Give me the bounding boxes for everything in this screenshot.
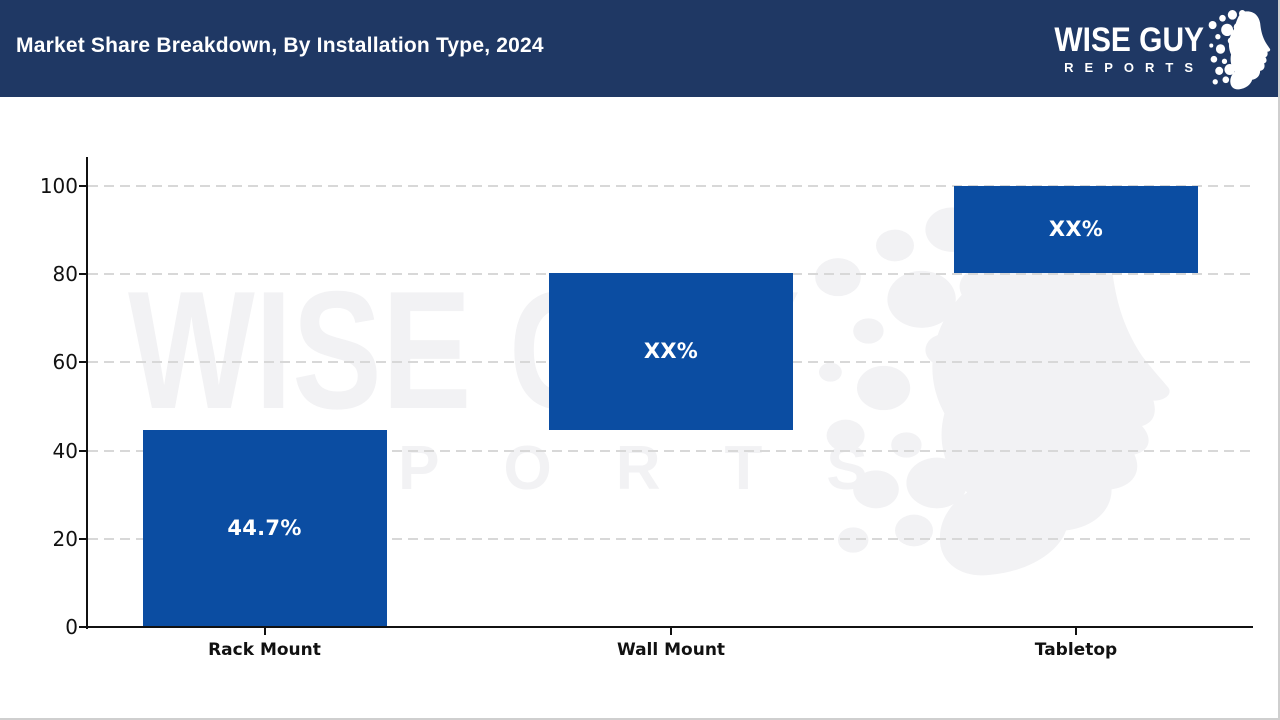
gridline-40 xyxy=(88,449,1253,452)
bar-value-label: 44.7% xyxy=(227,516,302,541)
y-tick-label-20: 20 xyxy=(52,526,78,551)
bar-tabletop: XX% xyxy=(954,186,1198,273)
page-border-bottom xyxy=(0,718,1280,720)
x-category-label-2: Tabletop xyxy=(1034,640,1118,660)
y-axis-line xyxy=(86,157,88,629)
x-axis-line xyxy=(86,626,1253,628)
brand-logo-text: WISE GUY REPORTS xyxy=(1034,23,1204,75)
y-tick-label-100: 100 xyxy=(39,174,78,198)
y-tickmark-40 xyxy=(79,449,86,452)
bar-rack-mount: 44.7% xyxy=(142,429,387,627)
gridline-100 xyxy=(88,185,1253,187)
y-tickmark-0 xyxy=(79,626,86,628)
brand-name: WISE GUY xyxy=(1054,21,1204,59)
brand-logo: WISE GUY REPORTS xyxy=(1034,6,1272,92)
chart-area: WISE GUY REPORTS 0 20 40 60 80 100 44.7% Rack M… xyxy=(0,97,1280,720)
bar-value-label: XX% xyxy=(1048,217,1104,242)
brand-subname: REPORTS xyxy=(1064,60,1204,75)
y-tickmark-80 xyxy=(79,273,86,276)
x-tickmark-1 xyxy=(670,628,672,635)
bar-wall-mount: XX% xyxy=(549,272,793,430)
bar-value-label: XX% xyxy=(643,339,699,364)
gridline-20 xyxy=(88,537,1253,540)
x-category-label-1: Wall Mount xyxy=(616,640,726,660)
y-tick-label-0: 0 xyxy=(65,615,78,639)
x-tickmark-0 xyxy=(263,628,266,635)
y-tickmark-20 xyxy=(79,537,86,540)
page-border-right xyxy=(1278,0,1280,720)
header-banner: Market Share Breakdown, By Installation … xyxy=(0,0,1280,97)
y-tick-label-60: 60 xyxy=(52,350,78,375)
y-tickmark-60 xyxy=(79,361,86,364)
page-title: Market Share Breakdown, By Installation … xyxy=(16,34,544,57)
y-tick-label-80: 80 xyxy=(52,262,78,287)
x-category-label-0: Rack Mount xyxy=(208,640,321,660)
y-tick-label-40: 40 xyxy=(52,438,78,463)
y-tickmark-100 xyxy=(79,185,86,187)
x-tickmark-2 xyxy=(1075,628,1077,635)
